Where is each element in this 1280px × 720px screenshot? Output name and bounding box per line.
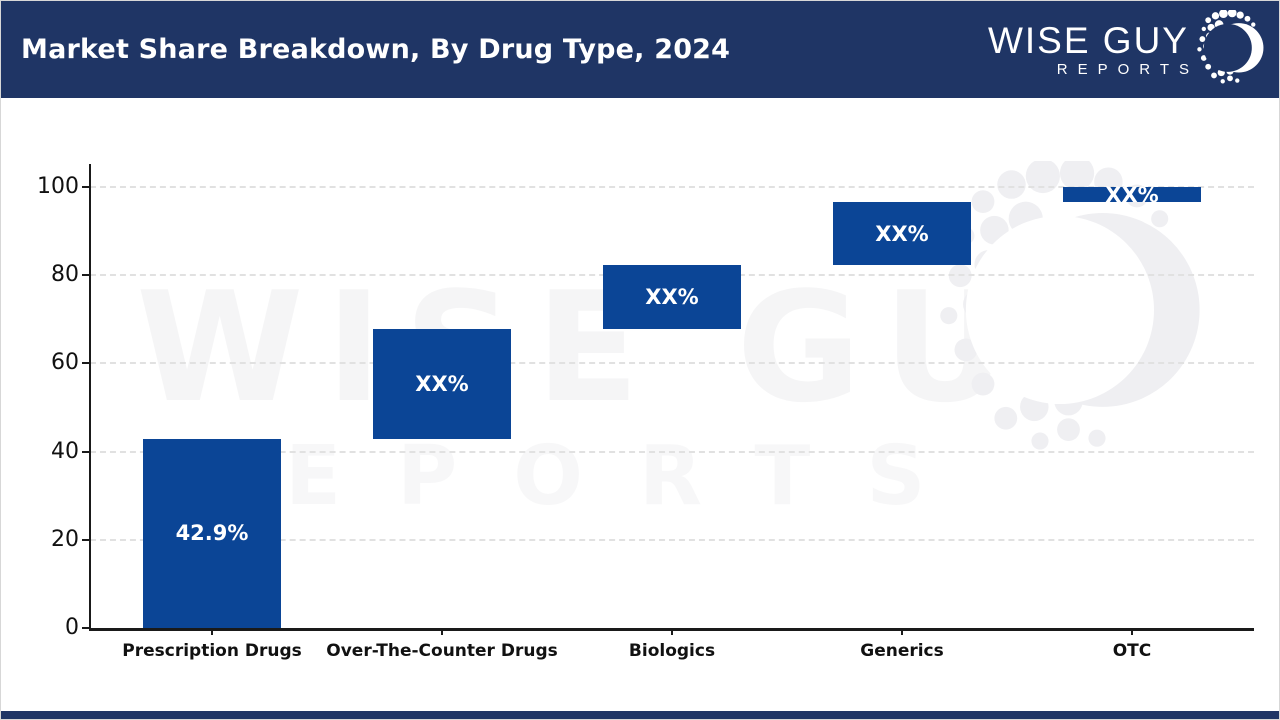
y-axis-tick-label: 0	[65, 615, 79, 640]
y-axis-tick-label: 60	[51, 350, 79, 376]
y-axis-tick	[82, 274, 89, 277]
logo-reports-label: REPORTS	[1056, 61, 1199, 78]
chart-title: Market Share Breakdown, By Drug Type, 20…	[21, 34, 731, 65]
y-axis-tick	[82, 627, 89, 629]
gridline	[90, 362, 1254, 365]
gridline	[90, 450, 1254, 453]
x-axis-tick	[441, 628, 443, 635]
bar-value-label: XX%	[415, 371, 469, 396]
y-axis-tick	[82, 362, 89, 365]
gridline	[90, 538, 1254, 541]
bar-value-label: 42.9%	[175, 521, 249, 546]
bar: XX%	[1063, 183, 1201, 207]
head-profile-icon	[1197, 10, 1264, 84]
bar: XX%	[603, 265, 741, 329]
x-axis-tick	[211, 628, 213, 635]
y-axis-tick-label: 40	[51, 438, 79, 464]
logo-wiseguy-label: WISE GUY	[987, 20, 1189, 61]
y-axis-tick	[82, 538, 89, 541]
bar-value-label: XX%	[645, 285, 699, 310]
x-axis-category-label: Generics	[860, 641, 944, 661]
y-axis-tick	[82, 450, 89, 453]
wiseguy-logo: WISE GUY REPORTS	[988, 9, 1267, 91]
y-axis-tick	[82, 186, 89, 188]
y-axis-tick-label: 20	[51, 526, 79, 552]
wiseguy-logo-text: WISE GUY REPORTS	[988, 22, 1189, 78]
bar: 42.9%	[143, 438, 281, 628]
y-axis-tick-label: 80	[51, 262, 79, 288]
y-axis-tick-label: 100	[37, 174, 79, 199]
bar-value-label: XX%	[1105, 182, 1159, 207]
bar-value-label: XX%	[875, 221, 929, 246]
bar: XX%	[373, 328, 511, 439]
x-axis-spine	[89, 628, 1254, 631]
y-axis-spine	[89, 164, 91, 628]
x-axis-category-label: Over-The-Counter Drugs	[326, 641, 558, 661]
x-axis-tick	[671, 628, 673, 635]
header-bar: Market Share Breakdown, By Drug Type, 20…	[1, 1, 1279, 98]
bar: XX%	[833, 202, 971, 266]
x-axis-tick	[901, 628, 903, 635]
x-axis-category-label: Prescription Drugs	[122, 641, 302, 661]
x-axis-tick	[1131, 628, 1133, 635]
gridline	[90, 186, 1254, 188]
x-axis-category-label: OTC	[1112, 641, 1152, 661]
x-axis-category-label: Biologics	[628, 641, 716, 661]
footer-bar	[1, 711, 1279, 719]
